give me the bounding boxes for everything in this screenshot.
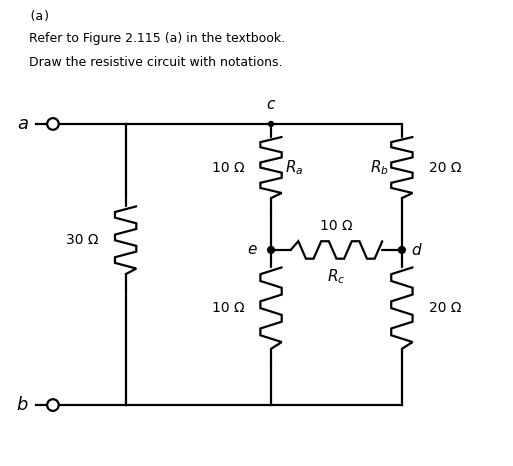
Text: $d$: $d$ (410, 242, 422, 258)
Circle shape (268, 247, 274, 254)
Text: 10 Ω: 10 Ω (320, 219, 353, 233)
Text: $R_c$: $R_c$ (327, 267, 346, 286)
Circle shape (269, 122, 273, 126)
Text: 30 Ω: 30 Ω (67, 233, 99, 247)
Text: Refer to Figure 2.115 (a) in the textbook.: Refer to Figure 2.115 (a) in the textboo… (29, 32, 285, 45)
Text: Draw the resistive circuit with notations.: Draw the resistive circuit with notation… (29, 56, 282, 69)
Text: (a): (a) (29, 10, 51, 23)
Text: $b$: $b$ (16, 396, 29, 414)
Text: 10 Ω: 10 Ω (212, 301, 244, 315)
Text: 20 Ω: 20 Ω (428, 301, 461, 315)
Text: $R_b$: $R_b$ (369, 158, 388, 177)
Text: $R_a$: $R_a$ (285, 158, 303, 177)
Text: $e$: $e$ (247, 242, 258, 257)
Text: $a$: $a$ (17, 115, 29, 133)
Text: $c$: $c$ (266, 97, 276, 112)
Text: 10 Ω: 10 Ω (212, 161, 244, 175)
Text: 20 Ω: 20 Ω (428, 161, 461, 175)
Circle shape (399, 247, 405, 254)
